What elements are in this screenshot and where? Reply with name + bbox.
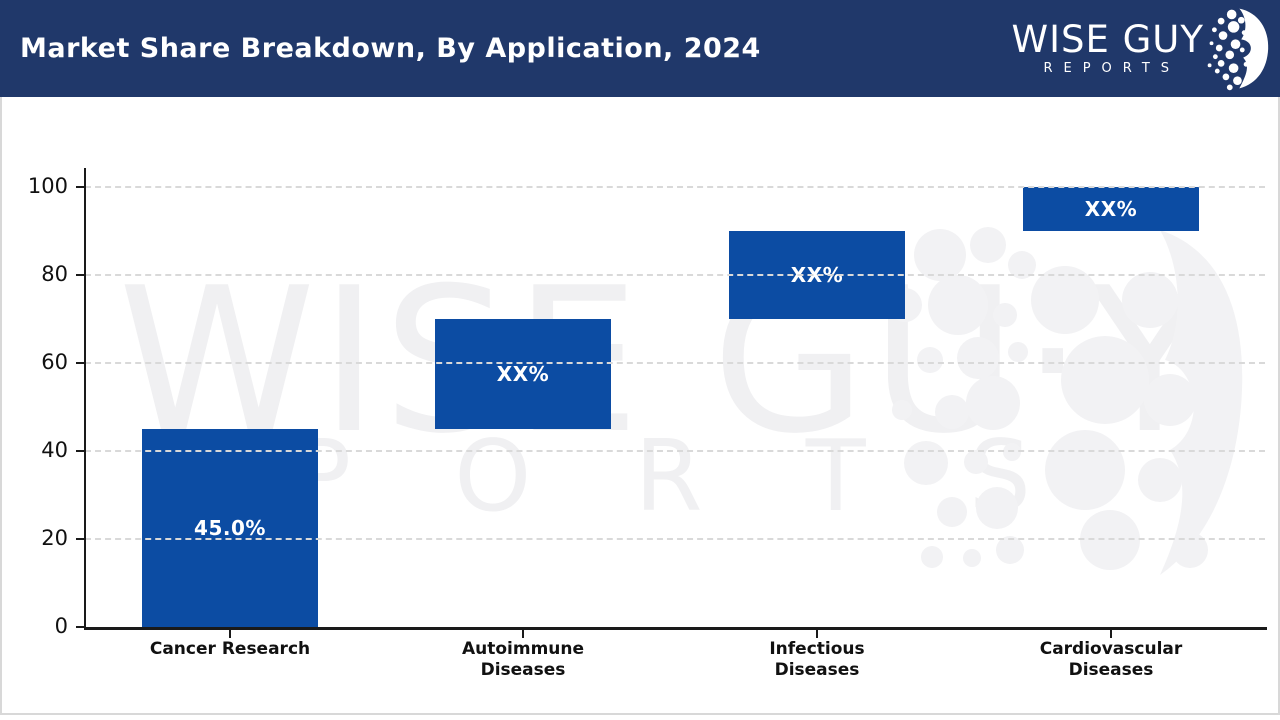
y-tick-mark <box>76 450 85 452</box>
bar-value-label: 45.0% <box>194 516 266 540</box>
x-category-label: Autoimmune Diseases <box>461 639 585 681</box>
y-tick-label: 80 <box>41 262 68 286</box>
bar-1: 45.0% <box>142 429 318 627</box>
gridline <box>85 274 1265 276</box>
gridline <box>85 450 1265 452</box>
x-tick-mark <box>816 630 818 638</box>
logo-name: WISE GUY <box>1011 18 1204 61</box>
x-tick-mark <box>522 630 524 638</box>
page-border-left <box>0 97 2 714</box>
y-tick-label: 20 <box>41 526 68 550</box>
y-tick-mark <box>76 274 85 276</box>
logo: WISE GUY REPORTS <box>1012 0 1272 97</box>
page-border-bottom <box>0 713 1280 715</box>
watermark-text-line1: WISE GU·Y <box>118 245 1215 478</box>
logo-head-icon <box>1207 8 1269 90</box>
x-tick-mark <box>229 630 231 638</box>
y-axis-line <box>84 168 86 630</box>
x-category-label: Cardiovascular Diseases <box>1039 639 1183 681</box>
gridline <box>85 362 1265 364</box>
y-tick-mark <box>76 538 85 540</box>
gridline <box>85 538 1265 540</box>
bar-4: XX% <box>1023 187 1199 231</box>
x-category-label: Cancer Research <box>149 639 311 659</box>
page-title: Market Share Breakdown, By Application, … <box>20 33 761 64</box>
y-tick-mark <box>76 362 85 364</box>
x-axis-line <box>84 627 1267 630</box>
logo-sub: REPORTS <box>1043 61 1181 76</box>
header-bar: Market Share Breakdown, By Application, … <box>0 0 1280 97</box>
bar-value-label: XX% <box>1084 197 1138 221</box>
y-tick-mark <box>76 626 85 628</box>
bar-2: XX% <box>435 319 611 429</box>
watermark-head-icon <box>888 227 1243 575</box>
gridline <box>85 186 1265 188</box>
x-category-label: Infectious Diseases <box>769 639 865 681</box>
y-tick-label: 40 <box>41 438 68 462</box>
page-border-right <box>1278 97 1280 714</box>
y-tick-mark <box>76 186 85 188</box>
y-tick-label: 100 <box>27 174 68 198</box>
y-tick-label: 0 <box>54 614 68 638</box>
y-tick-label: 60 <box>41 350 68 374</box>
x-tick-mark <box>1110 630 1112 638</box>
logo-text: WISE GUY REPORTS <box>1012 21 1204 76</box>
bar-value-label: XX% <box>496 362 550 386</box>
watermark-text-line2: P O R T S <box>292 420 1052 534</box>
